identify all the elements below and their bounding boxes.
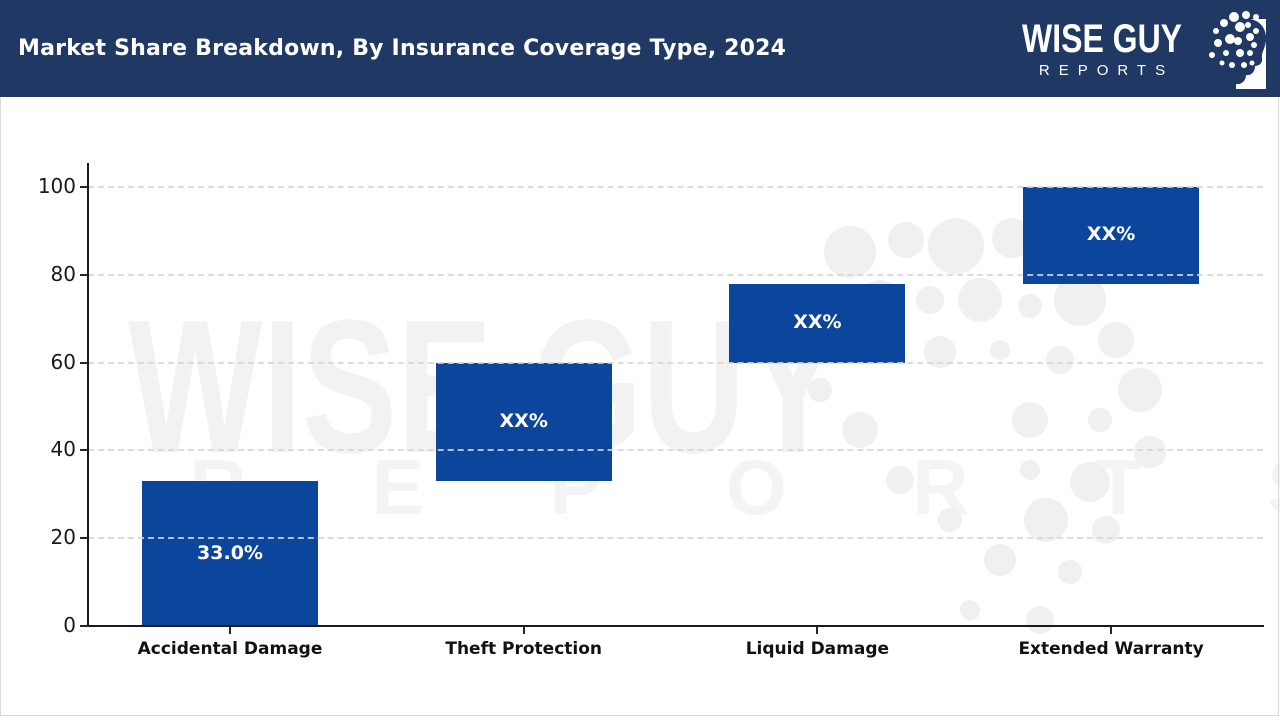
x-category-label-2: Liquid Damage: [745, 639, 890, 659]
x-category-label-0: Accidental Damage: [137, 639, 323, 659]
logo-head-icon: [1209, 10, 1266, 89]
logo-wordmark: WISE GUY: [1021, 16, 1182, 61]
x-category-label-3: Extended Warranty: [1018, 639, 1204, 659]
gridline-100: [88, 185, 1263, 188]
x-category-label-1: Theft Protection: [445, 639, 603, 659]
x-tick-mark-3: [1110, 627, 1113, 634]
bar-0: [142, 481, 318, 626]
x-tick-mark-1: [522, 627, 525, 634]
header-bar: Market Share Breakdown, By Insurance Cov…: [0, 0, 1280, 97]
y-tick-label-80: 80: [50, 261, 76, 286]
gridline-60: [88, 361, 1263, 364]
x-tick-mark-2: [816, 627, 819, 634]
chart-title: Market Share Breakdown, By Insurance Cov…: [18, 36, 787, 61]
y-tick-mark-100: [80, 185, 88, 188]
logo-text: WISE GUY REPORTS: [1002, 19, 1202, 79]
y-tick-mark-0: [80, 625, 88, 627]
y-tick-mark-20: [80, 537, 88, 540]
y-axis-line: [87, 163, 89, 627]
bar-value-label-3: XX%: [1086, 223, 1136, 246]
bar-value-label-1: XX%: [499, 409, 548, 432]
gridline-40: [88, 449, 1263, 452]
y-tick-label-40: 40: [50, 437, 76, 462]
y-tick-label-0: 0: [63, 613, 76, 637]
bar-value-label-0: 33.0%: [197, 541, 263, 564]
bar-3: [1023, 186, 1200, 284]
y-tick-label-20: 20: [50, 525, 76, 550]
y-tick-mark-60: [80, 361, 88, 364]
bar-value-label-2: XX%: [793, 311, 842, 334]
gridline-20: [88, 537, 1263, 540]
y-tick-mark-80: [80, 273, 88, 276]
bar-1: [435, 362, 612, 482]
y-tick-label-60: 60: [50, 349, 76, 374]
y-tick-mark-40: [80, 449, 88, 452]
y-tick-label-100: 100: [37, 173, 76, 198]
logo-subtitle: REPORTS: [1038, 61, 1175, 79]
x-tick-mark-0: [229, 627, 231, 634]
x-axis-line: [87, 625, 1264, 627]
wise-guy-reports-logo: WISE GUY REPORTS: [1002, 9, 1280, 89]
gridline-80: [88, 273, 1263, 276]
bar-2: [729, 283, 906, 363]
